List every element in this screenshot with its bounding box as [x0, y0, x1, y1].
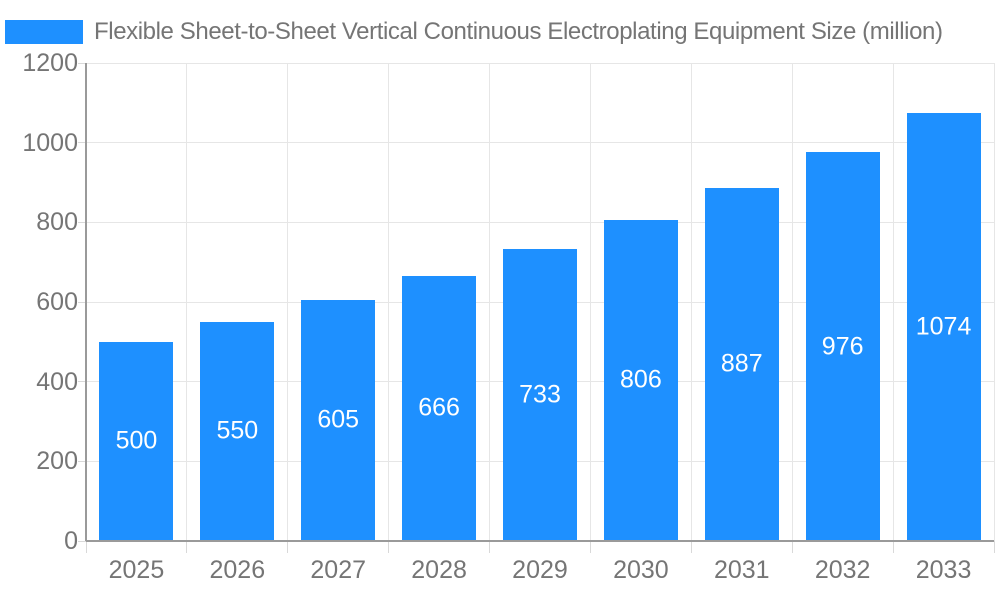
- x-axis-label: 2029: [512, 556, 568, 584]
- bar-2030[interactable]: 806: [603, 219, 678, 541]
- gridline: [86, 221, 994, 223]
- x-axis-label: 2028: [411, 556, 467, 584]
- x-axis-tick: [690, 541, 692, 553]
- y-axis-tick: [78, 540, 86, 542]
- bar-2032[interactable]: 976: [805, 152, 880, 541]
- bar-value-label: 1074: [915, 312, 972, 341]
- y-axis-label: 200: [36, 447, 78, 476]
- x-axis-label: 2027: [310, 556, 367, 584]
- x-axis-label: 2030: [613, 556, 669, 584]
- bar-2026[interactable]: 550: [200, 321, 275, 541]
- gridline: [186, 63, 188, 541]
- y-axis-tick: [78, 460, 86, 462]
- gridline: [892, 63, 894, 541]
- bar-2033[interactable]: 1074: [906, 113, 981, 541]
- y-axis-label: 1000: [22, 128, 78, 157]
- y-axis-label: 1200: [22, 49, 78, 77]
- bar-value-label: 806: [620, 365, 662, 394]
- bar-2025[interactable]: 500: [99, 341, 174, 541]
- y-axis-label: 600: [36, 288, 78, 316]
- x-axis-label: 2032: [814, 556, 871, 584]
- gridline: [287, 63, 289, 541]
- x-axis-label: 2025: [108, 556, 165, 584]
- gridline: [993, 63, 995, 541]
- x-axis-line: [86, 540, 994, 542]
- bar-value-label: 976: [821, 332, 864, 361]
- bar-2027[interactable]: 605: [301, 300, 376, 541]
- x-axis-tick: [287, 541, 289, 553]
- gridline: [86, 62, 994, 64]
- gridline: [489, 63, 491, 541]
- bar-2028[interactable]: 666: [402, 275, 477, 541]
- x-axis-tick: [993, 541, 995, 553]
- x-axis-tick: [791, 541, 793, 553]
- x-axis-tick: [388, 541, 390, 553]
- x-axis-tick: [589, 541, 591, 553]
- chart-title: Flexible Sheet-to-Sheet Vertical Continu…: [94, 18, 943, 45]
- legend-swatch[interactable]: [5, 20, 83, 44]
- y-axis-tick: [78, 62, 86, 64]
- bar-value-label: 500: [115, 426, 158, 455]
- bar-2029[interactable]: 733: [503, 249, 577, 541]
- y-axis-tick: [78, 142, 86, 144]
- x-axis-label: 2033: [915, 556, 972, 584]
- x-axis-tick: [489, 541, 491, 553]
- gridline: [589, 63, 591, 541]
- y-axis-tick: [78, 381, 86, 383]
- y-axis-label: 400: [36, 367, 78, 396]
- bar-value-label: 887: [720, 349, 763, 378]
- bar-2031[interactable]: 887: [704, 187, 779, 541]
- gridline: [86, 142, 994, 144]
- x-axis-tick: [892, 541, 894, 553]
- bar-value-label: 666: [418, 393, 460, 422]
- x-axis-tick: [85, 541, 87, 553]
- x-axis-label: 2031: [713, 556, 770, 584]
- bar-value-label: 550: [216, 416, 259, 445]
- gridline: [388, 63, 390, 541]
- x-axis-label: 2026: [209, 556, 266, 584]
- y-axis-label: 0: [64, 527, 78, 555]
- y-axis-tick: [78, 301, 86, 303]
- y-axis-label: 800: [36, 208, 78, 237]
- bar-value-label: 733: [519, 380, 561, 409]
- bar-value-label: 605: [317, 405, 360, 434]
- y-axis-line: [85, 63, 87, 541]
- x-axis-tick: [186, 541, 188, 553]
- gridline: [690, 63, 692, 541]
- y-axis-tick: [78, 221, 86, 223]
- gridline: [791, 63, 793, 541]
